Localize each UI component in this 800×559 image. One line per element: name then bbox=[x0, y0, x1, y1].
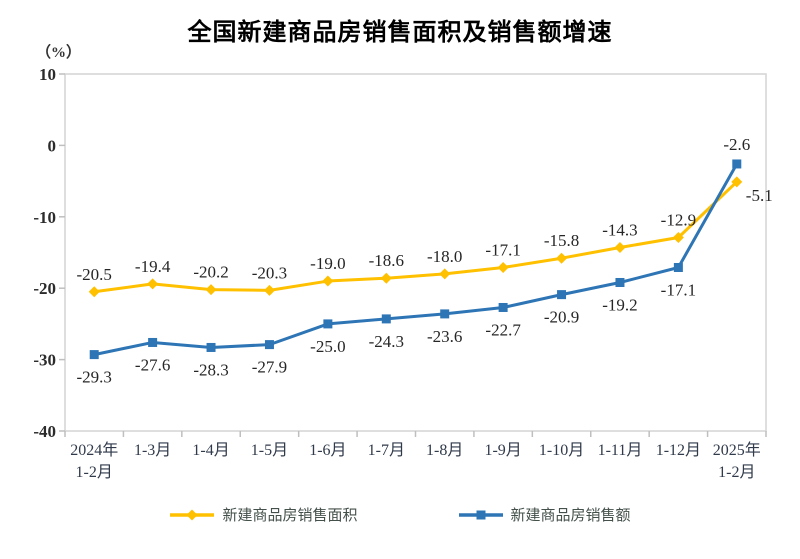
x-tick-label: 2024年 bbox=[70, 441, 118, 459]
data-point-square-marker bbox=[323, 319, 333, 329]
data-point-diamond-marker bbox=[263, 284, 275, 296]
y-tick-label: -10 bbox=[33, 208, 56, 227]
chart-legend: 新建商品房销售面积 新建商品房销售额 bbox=[0, 504, 800, 525]
data-point-square-marker bbox=[440, 309, 450, 319]
data-point-label: -25.0 bbox=[310, 337, 345, 356]
data-point-diamond-marker bbox=[322, 275, 334, 287]
legend-square-marker bbox=[476, 510, 485, 519]
data-point-square-marker bbox=[615, 277, 625, 287]
data-point-label: -12.9 bbox=[661, 211, 696, 230]
chart-title: 全国新建商品房销售面积及销售额增速 bbox=[187, 19, 613, 46]
x-tick-label: 2025年 bbox=[713, 441, 761, 459]
x-tick-label: 1-2月 bbox=[76, 464, 113, 481]
legend-swatch-line-square-icon bbox=[458, 510, 503, 519]
y-axis-unit-label: （%） bbox=[36, 45, 82, 61]
legend-label: 新建商品房销售面积 bbox=[222, 508, 358, 524]
x-tick-label: 1-4月 bbox=[192, 442, 229, 459]
data-point-square-marker bbox=[89, 350, 99, 360]
data-point-square-marker bbox=[381, 314, 391, 324]
legend-item-sales-area: 新建商品房销售面积 bbox=[169, 504, 358, 525]
data-point-square-marker bbox=[264, 340, 274, 350]
data-point-label: -5.1 bbox=[746, 186, 773, 205]
y-tick-label: -20 bbox=[33, 279, 56, 298]
data-point-square-marker bbox=[498, 302, 508, 312]
x-tick-label: 1-3月 bbox=[134, 442, 171, 459]
plot-border bbox=[64, 73, 767, 432]
data-point-label: -20.2 bbox=[193, 263, 228, 282]
series-line-diamond bbox=[94, 180, 738, 294]
data-point-label: -15.8 bbox=[544, 231, 579, 250]
data-point-label: -20.5 bbox=[76, 265, 111, 284]
data-point-diamond-marker bbox=[380, 272, 392, 284]
x-tick-label: 1-7月 bbox=[368, 442, 405, 459]
data-point-diamond-marker bbox=[88, 286, 100, 298]
data-point-label: -28.3 bbox=[193, 360, 228, 379]
data-point-label: -24.3 bbox=[369, 332, 404, 351]
data-point-square-marker bbox=[557, 290, 567, 300]
data-point-diamond-marker bbox=[614, 242, 626, 254]
data-point-label: -17.1 bbox=[485, 240, 520, 259]
data-point-square-marker bbox=[148, 337, 158, 347]
data-point-label: -18.6 bbox=[369, 251, 404, 270]
x-tick-label: 1-9月 bbox=[484, 442, 521, 459]
x-tick-label: 1-8月 bbox=[426, 442, 463, 459]
data-point-diamond-marker bbox=[147, 278, 159, 290]
data-point-diamond-marker bbox=[556, 252, 568, 264]
legend-label: 新建商品房销售额 bbox=[510, 508, 631, 524]
data-point-label: -19.0 bbox=[310, 254, 345, 273]
y-tick-label: 10 bbox=[39, 65, 56, 84]
data-point-diamond-marker bbox=[205, 284, 217, 296]
y-tick-label: -40 bbox=[33, 422, 56, 441]
x-tick-label: 1-12月 bbox=[656, 442, 701, 459]
legend-diamond-marker bbox=[186, 509, 198, 520]
x-tick-label: 1-2月 bbox=[718, 464, 755, 481]
data-point-diamond-marker bbox=[497, 261, 509, 273]
data-point-label: -17.1 bbox=[661, 280, 696, 299]
data-point-label: -23.6 bbox=[427, 327, 462, 346]
data-point-label: -2.6 bbox=[723, 135, 750, 154]
legend-item-sales-amount: 新建商品房销售额 bbox=[458, 504, 631, 525]
data-point-label: -18.0 bbox=[427, 247, 462, 266]
y-tick-label: 0 bbox=[48, 136, 57, 155]
legend-swatch-line-diamond-icon bbox=[170, 509, 215, 520]
series-line-square bbox=[93, 163, 739, 357]
data-point-square-marker bbox=[206, 342, 216, 352]
x-tick-label: 1-5月 bbox=[251, 442, 288, 459]
x-tick-label: 1-6月 bbox=[309, 442, 346, 459]
data-point-square-marker bbox=[732, 159, 742, 169]
data-point-label: -22.7 bbox=[485, 320, 521, 339]
data-point-label: -19.4 bbox=[135, 257, 171, 276]
plot-area: 10 0 -10 -20 -30 -40 2024年 1-2月 1-3月 1-4月 1-5月 1-6月… bbox=[33, 65, 773, 481]
data-point-diamond-marker bbox=[439, 268, 451, 280]
data-point-diamond-marker bbox=[731, 176, 743, 188]
x-tick-label: 1-10月 bbox=[539, 442, 584, 459]
data-point-square-marker bbox=[673, 262, 683, 272]
data-point-diamond-marker bbox=[672, 232, 684, 244]
data-point-label: -19.2 bbox=[602, 295, 637, 314]
data-point-label: -27.9 bbox=[252, 358, 287, 377]
data-point-label: -29.3 bbox=[76, 368, 111, 387]
data-point-label: -20.9 bbox=[544, 308, 579, 327]
data-point-label: -14.3 bbox=[602, 221, 637, 240]
x-tick-label: 1-11月 bbox=[598, 442, 643, 459]
y-tick-label: -30 bbox=[33, 351, 56, 370]
data-point-label: -27.6 bbox=[135, 355, 170, 374]
data-point-label: -20.3 bbox=[252, 263, 287, 282]
